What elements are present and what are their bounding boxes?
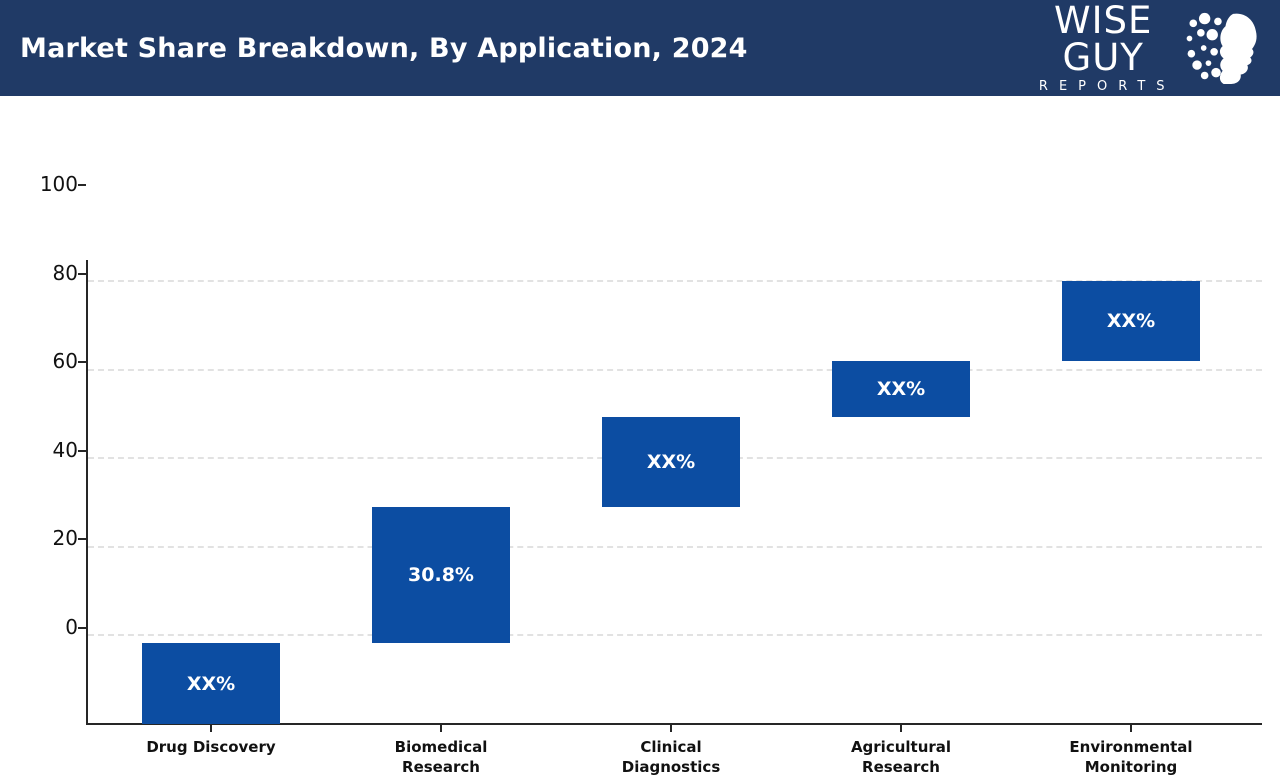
y-axis-tick [78,361,86,364]
logo-head-icon [1187,12,1258,85]
gridline [88,368,1262,371]
y-tick-label: 40 [52,437,78,462]
y-tick-label: 20 [52,526,78,551]
gridline [88,545,1262,548]
x-axis-tick [900,725,902,732]
chart-area: XX% 30.8% XX% XX% XX% 0 20 40 60 80 100 Drug Disc… [0,96,1280,776]
logo-line1: WISE GUY [1054,0,1153,79]
x-tick-label-drug-discovery: Drug Discovery [146,738,276,756]
bar-value-label: 30.8% [408,564,474,587]
plot-area: XX% 30.8% XX% XX% XX% [88,280,1262,724]
bar-environmental-monitoring: XX% [1062,281,1200,361]
y-axis-tick [78,184,86,186]
x-axis-tick [210,725,212,732]
header-bar: Market Share Breakdown, By Application, … [0,0,1280,96]
y-tick-label: 100 [39,172,78,196]
y-axis-tick [78,538,86,541]
bar-drug-discovery: XX% [142,643,280,724]
bar-value-label: XX% [646,451,696,474]
bar-value-label: XX% [876,378,926,401]
gridline [88,280,1262,282]
x-tick-label-environmental-monitoring: Environmental Monitoring [1069,738,1193,777]
bar-value-label: XX% [186,672,236,695]
wiseguy-logo: WISE GUY REPORTS [1012,2,1262,94]
logo-line2: REPORTS [1038,79,1176,94]
gridline [88,634,1262,637]
x-tick-label-biomedical-research: Biomedical Research [394,738,488,777]
bar-clinical-diagnostics: XX% [602,417,740,507]
y-axis-line [86,260,88,724]
page-title: Market Share Breakdown, By Application, … [20,32,748,64]
y-axis-tick [78,449,86,452]
x-axis-tick [1130,725,1132,732]
y-axis-tick [78,272,86,275]
bar-biomedical-research: 30.8% [372,506,510,644]
y-tick-label: 60 [52,349,78,374]
y-tick-label: 0 [65,615,78,639]
bar-value-label: XX% [1106,309,1156,332]
bar-agricultural-research: XX% [832,360,970,418]
logo-wordmark: WISE GUY REPORTS [1012,2,1194,94]
x-axis-tick [440,725,442,732]
x-axis-tick [670,725,672,732]
x-tick-label-clinical-diagnostics: Clinical Diagnostics [621,738,721,777]
y-axis-tick [78,627,86,629]
x-tick-label-agricultural-research: Agricultural Research [850,738,952,777]
y-tick-label: 80 [52,260,78,285]
